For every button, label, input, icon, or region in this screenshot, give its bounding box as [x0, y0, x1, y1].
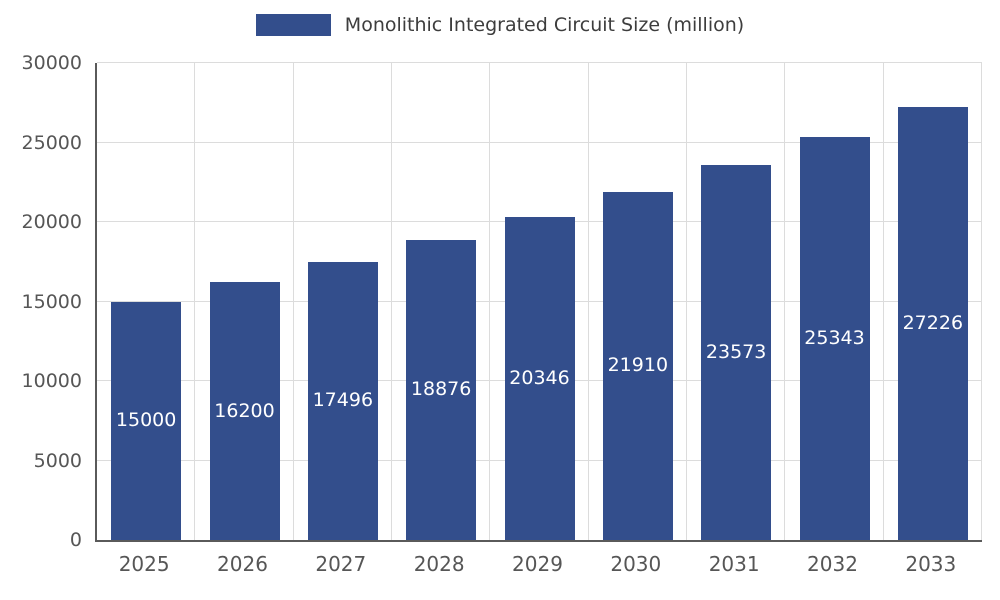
x-tick-label: 2032 — [807, 552, 858, 576]
v-gridline — [391, 63, 392, 540]
h-gridline — [97, 141, 982, 143]
bar: 18876 — [406, 239, 477, 540]
bar-value-label: 17496 — [312, 389, 374, 412]
y-tick-label: 10000 — [21, 370, 82, 392]
bar: 16200 — [209, 282, 280, 540]
v-gridline — [686, 63, 687, 540]
bar: 17496 — [307, 261, 378, 540]
x-tick-label: 2025 — [118, 552, 170, 576]
bar: 25343 — [799, 137, 870, 540]
y-tick-label: 15000 — [21, 290, 82, 313]
v-gridline — [194, 63, 196, 540]
x-tick-label: 2027 — [315, 552, 367, 576]
y-tick-label: 0 — [69, 529, 82, 551]
y-tick-label: 20000 — [21, 211, 82, 233]
plot-area: 15000 16200 17496 18876 20346 21910 23573 25343… — [95, 62, 982, 542]
bar-value-label: 16200 — [214, 399, 275, 422]
h-gridline — [97, 62, 982, 63]
x-tick-label: 2026 — [217, 552, 268, 576]
v-gridline — [882, 63, 884, 540]
v-gridline — [784, 63, 786, 540]
x-tick-label: 2030 — [610, 552, 662, 576]
bar: 23573 — [701, 165, 772, 540]
bar-value-label: 23573 — [705, 341, 767, 364]
bar: 15000 — [111, 301, 182, 540]
v-gridline — [981, 63, 982, 540]
bar: 20346 — [504, 216, 575, 540]
legend: Monolithic Integrated Circuit Size (mill… — [0, 14, 1000, 36]
x-tick-label: 2031 — [708, 552, 760, 576]
legend-swatch — [255, 14, 331, 36]
v-gridline — [489, 63, 491, 540]
x-tick-label: 2029 — [512, 552, 563, 576]
y-tick-label: 25000 — [21, 131, 82, 154]
bar-value-label: 18876 — [410, 378, 472, 401]
legend-label: Monolithic Integrated Circuit Size (mill… — [344, 14, 745, 36]
x-tick-label: 2033 — [905, 552, 957, 576]
legend-item[interactable]: Monolithic Integrated Circuit Size (mill… — [255, 14, 745, 36]
y-tick-label: 30000 — [21, 52, 82, 74]
bar-value-label: 15000 — [115, 409, 177, 432]
v-gridline — [587, 63, 589, 540]
bar-value-label: 21910 — [607, 354, 669, 377]
bar: 21910 — [602, 191, 673, 540]
y-tick-label: 5000 — [33, 449, 82, 472]
x-tick-label: 2028 — [413, 552, 465, 576]
bar-value-label: 25343 — [804, 327, 865, 350]
v-gridline — [292, 63, 294, 540]
bar-value-label: 20346 — [509, 366, 570, 389]
bar-value-label: 27226 — [902, 312, 964, 335]
bar: 27226 — [897, 107, 968, 540]
